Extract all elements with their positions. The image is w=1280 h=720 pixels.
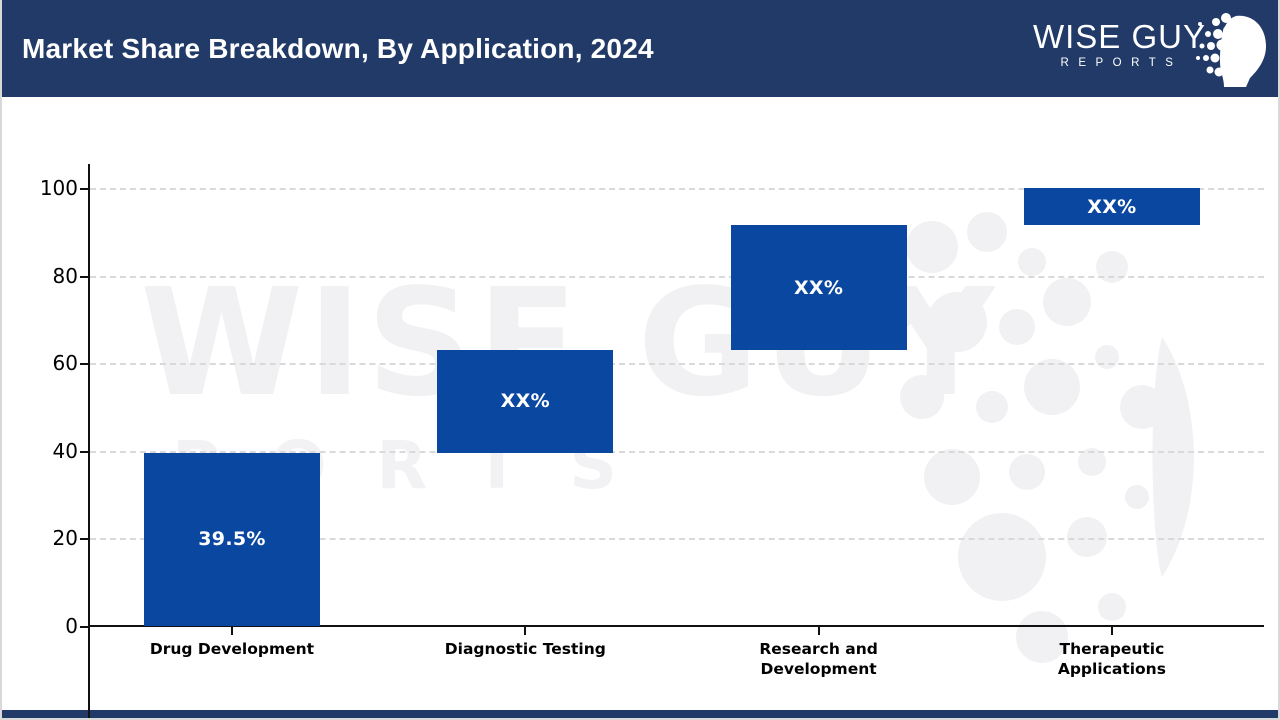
wiseguy-logo: WISE GUY REPORTS: [1018, 12, 1268, 87]
footer-bar: [2, 710, 1278, 718]
y-tick-label: 80: [52, 263, 78, 288]
y-tick-mark: [80, 275, 88, 278]
y-tick-label: 0: [65, 613, 78, 638]
bar-value-label: XX%: [500, 390, 550, 413]
y-tick-mark: [80, 625, 88, 628]
x-category-label: Drug Development: [149, 640, 315, 658]
x-axis-spine: [88, 625, 1264, 627]
y-tick-mark: [80, 363, 88, 365]
gridline: [90, 188, 1264, 190]
y-tick-label: 100: [39, 176, 78, 200]
y-tick-mark: [80, 188, 88, 190]
logo-head-icon: [1196, 13, 1266, 87]
y-tick-label: 60: [52, 351, 78, 375]
gridline: [90, 363, 1264, 365]
chart-title: Market Share Breakdown, By Application, …: [22, 32, 654, 64]
x-tick-mark: [524, 627, 527, 635]
gridline: [90, 275, 1264, 278]
watermark-head-dots: [879, 212, 1194, 663]
bar-value-label: XX%: [1087, 195, 1137, 218]
gridline: [90, 450, 1264, 453]
gridline: [90, 538, 1264, 540]
bar-3: XX%: [730, 225, 907, 350]
bar-4: XX%: [1023, 188, 1200, 226]
y-axis-spine: [88, 164, 90, 718]
x-category-label: Diagnostic Testing: [444, 640, 606, 658]
chart-area: WISE GUY PORTS 0 20 40 60 80 100 39.5% XX% XX% X…: [2, 97, 1278, 718]
logo-wiseguy-text: WISE GUY: [1032, 18, 1206, 55]
x-category-label: Therapeutic Applications: [1057, 640, 1166, 678]
logo-reports-text: REPORTS: [1060, 57, 1183, 69]
x-tick-mark: [1110, 627, 1113, 635]
y-tick-label: 40: [52, 438, 78, 463]
y-tick-mark: [80, 538, 88, 540]
y-tick-label: 20: [52, 526, 78, 550]
bar-2: XX%: [437, 349, 614, 453]
bar-value-label: XX%: [793, 276, 844, 299]
x-tick-mark: [817, 627, 820, 635]
y-tick-mark: [80, 450, 88, 453]
x-category-label: Research and Development: [759, 640, 878, 678]
bar-1: 39.5%: [144, 452, 320, 626]
header-bar: Market Share Breakdown, By Application, …: [2, 0, 1278, 97]
x-tick-mark: [231, 627, 233, 635]
logo-text: WISE GUY REPORTS: [1033, 18, 1206, 69]
bar-value-label: 39.5%: [198, 528, 266, 551]
